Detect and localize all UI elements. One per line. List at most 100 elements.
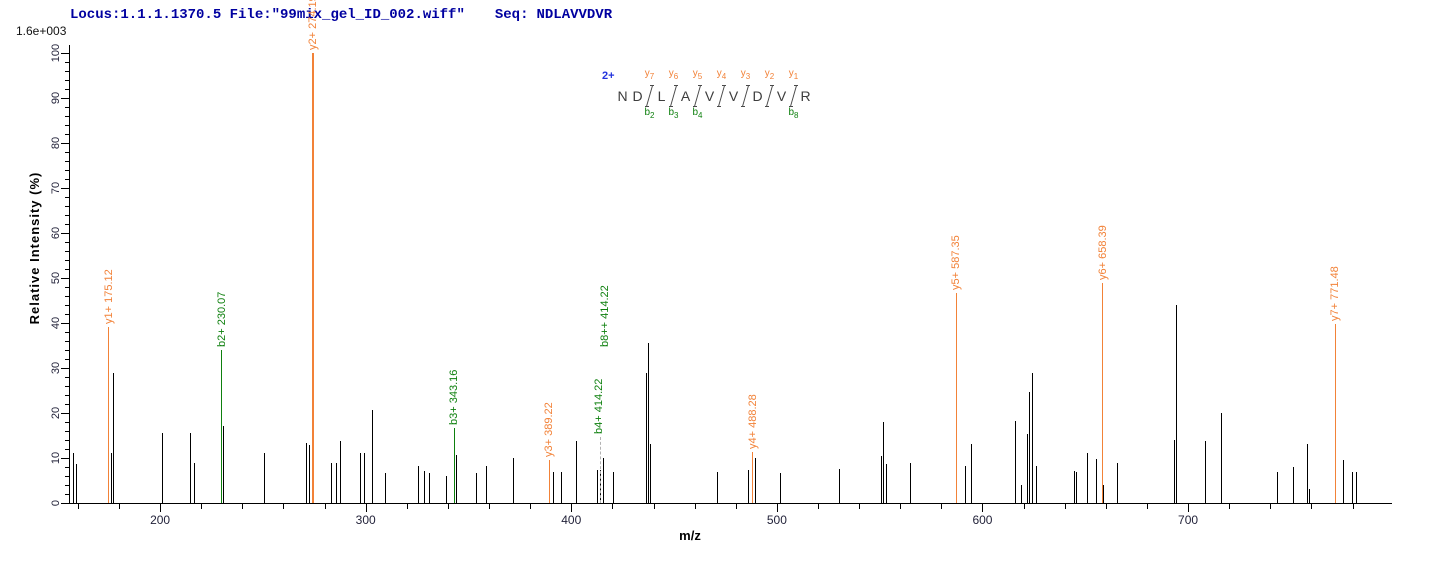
fragment-ion-peak-label: y6+ 658.39 xyxy=(1096,225,1109,280)
spectrum-peak xyxy=(112,372,114,503)
fragment-ion-peak xyxy=(1102,282,1103,503)
spectrum-peak xyxy=(189,433,191,503)
spectrum-peak xyxy=(73,452,75,503)
y-axis-tick-label: 0 xyxy=(50,499,62,507)
x-axis-tick-label: 500 xyxy=(766,513,787,527)
cleavage-site-mark: y6 b3 xyxy=(668,68,679,124)
residue-letter: N xyxy=(617,88,628,104)
spectrum-peak xyxy=(330,463,332,503)
x-axis-tick xyxy=(694,504,696,509)
spectrum-peak xyxy=(223,426,225,503)
y-axis-tick xyxy=(65,296,69,297)
y-axis-tick xyxy=(65,242,69,243)
y-axis-tick xyxy=(65,287,69,288)
spectrum-peak xyxy=(363,452,365,503)
y-axis-tick xyxy=(65,332,69,333)
fragment-ion-peak-label: y5+ 587.35 xyxy=(950,235,963,290)
spectrum-peak xyxy=(485,466,487,503)
y-ion-tag: y4 xyxy=(716,68,727,81)
residue-letter: L xyxy=(657,88,666,104)
y-axis-tick xyxy=(65,89,69,90)
fragment-ion-peak xyxy=(955,292,957,503)
y-axis-tick xyxy=(65,71,69,72)
base-peak-intensity-label: 1.6e+003 xyxy=(16,24,67,38)
spectrum-peak xyxy=(1277,472,1279,503)
spectrum-peak xyxy=(475,472,477,503)
spectrum-peak xyxy=(779,472,781,503)
residue-letter: R xyxy=(800,88,811,104)
spectrum-peak xyxy=(838,469,840,503)
y-axis-tick-label: 70 xyxy=(50,181,62,195)
fragment-ion-peak xyxy=(311,53,314,503)
b-ion-tag: b8 xyxy=(788,107,799,120)
y-axis-tick-label: 10 xyxy=(50,451,62,465)
spectrum-peak xyxy=(417,466,419,503)
x-axis-tick xyxy=(859,504,861,509)
b-ion-tag: b4 xyxy=(692,107,703,120)
cleavage-site-mark: y1 b8 xyxy=(788,68,799,124)
y-axis-tick xyxy=(65,134,69,135)
y-axis-tick-label: 60 xyxy=(50,226,62,240)
x-axis-tick xyxy=(1352,504,1354,509)
x-axis-tick xyxy=(201,504,203,509)
spectrum-peak xyxy=(1173,440,1175,503)
y-ion-tag: y6 xyxy=(668,68,679,81)
y-ion-tag: y5 xyxy=(692,68,703,81)
y-axis-tick xyxy=(65,80,69,81)
x-axis-tick-label: 600 xyxy=(972,513,993,527)
spectrum-peak xyxy=(596,470,598,503)
spectrum-peak xyxy=(575,440,577,503)
y-axis-tick xyxy=(65,305,69,306)
y-axis-tick xyxy=(65,206,69,207)
fragmentation-bracket-icon xyxy=(789,85,798,107)
cleavage-site-mark: y3 xyxy=(741,68,750,124)
fragmentation-bracket-icon xyxy=(669,85,678,107)
x-axis-tick xyxy=(118,504,120,509)
y-axis-tick xyxy=(61,188,69,189)
spectrum-peak xyxy=(970,444,972,503)
cleavage-site-mark: y7 b2 xyxy=(644,68,655,124)
b-ion-tag: b3 xyxy=(668,107,679,120)
spectrum-peak xyxy=(512,458,514,503)
spectrum-peak xyxy=(1307,444,1308,503)
y-axis-tick xyxy=(61,143,69,144)
spectrum-peak xyxy=(1029,392,1031,503)
spectrum-peak xyxy=(612,471,614,503)
spectrum-peak xyxy=(308,444,310,503)
residue-letter: V xyxy=(728,88,739,104)
spectrum-peak xyxy=(560,471,562,503)
fragmentation-bracket-icon xyxy=(741,85,750,107)
spectrum-peak xyxy=(306,443,308,503)
fragmentation-bracket-icon xyxy=(765,85,774,107)
fragment-ion-peak-label: y4+ 488.28 xyxy=(746,394,759,450)
y-axis-tick xyxy=(65,269,69,270)
x-axis-tick xyxy=(1105,504,1107,509)
reference-dashed-line xyxy=(600,437,601,503)
y-axis-tick xyxy=(65,251,69,252)
x-axis-tick xyxy=(1229,504,1231,509)
reference-ion-label: b8++ 414.22 xyxy=(598,285,611,348)
spectrum-peak xyxy=(456,454,458,503)
y-axis-tick xyxy=(61,233,69,234)
x-axis-tick-label: 400 xyxy=(561,513,582,527)
spectrum-peak xyxy=(384,473,386,503)
y-ion-tag: y1 xyxy=(788,68,799,81)
x-axis-tick xyxy=(242,504,244,509)
residue-letter: D xyxy=(632,88,643,104)
y-axis-tick xyxy=(65,314,69,315)
x-axis-tick xyxy=(1064,504,1066,509)
y-axis-tick xyxy=(61,458,69,459)
y-ion-tag: y7 xyxy=(644,68,655,81)
spectrum-peak xyxy=(881,456,883,503)
spectrum-peak xyxy=(1343,459,1345,503)
y-axis-tick xyxy=(65,467,69,468)
x-axis-tick xyxy=(653,504,655,509)
fragment-ion-peak-label: y1+ 175.12 xyxy=(102,269,115,325)
spectrum-peak xyxy=(1293,467,1295,503)
y-axis-tick xyxy=(65,260,69,261)
spectrum-peak xyxy=(339,440,341,503)
fragment-ion-peak-label: b2+ 230.07 xyxy=(215,291,228,347)
spectrum-peak xyxy=(885,463,887,503)
spectrum-peak xyxy=(716,471,718,503)
spectrum-peak xyxy=(193,463,195,503)
